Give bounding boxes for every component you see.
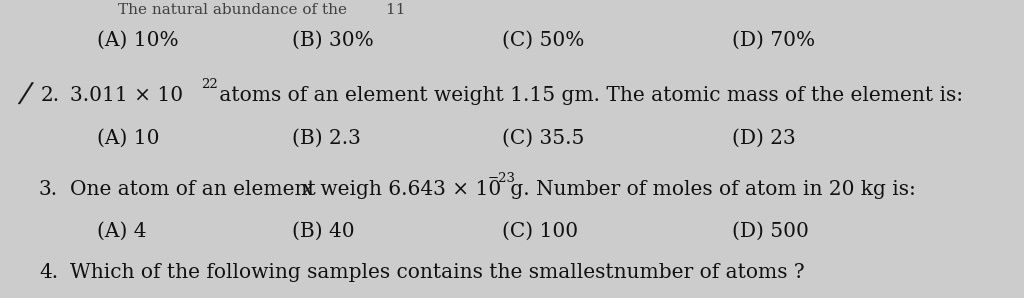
Text: Which of the following samples contains the smallestnumber of atoms ?: Which of the following samples contains … <box>70 263 804 282</box>
Text: One atom of an element: One atom of an element <box>70 180 322 199</box>
Text: weigh 6.643 × 10: weigh 6.643 × 10 <box>314 180 502 199</box>
Text: 3.: 3. <box>39 180 58 199</box>
Text: (A) 10: (A) 10 <box>97 129 160 148</box>
Text: atoms of an element weight 1.15 gm. The atomic mass of the element is:: atoms of an element weight 1.15 gm. The … <box>213 86 964 105</box>
Text: (B) 2.3: (B) 2.3 <box>292 129 360 148</box>
Text: 22: 22 <box>201 78 217 91</box>
Text: 2.: 2. <box>41 86 60 105</box>
Text: (C) 100: (C) 100 <box>502 221 578 240</box>
Text: (B) 40: (B) 40 <box>292 221 354 240</box>
Text: 3.011 × 10: 3.011 × 10 <box>70 86 182 105</box>
Text: (A) 4: (A) 4 <box>97 221 146 240</box>
Text: g. Number of moles of atom in 20 kg is:: g. Number of moles of atom in 20 kg is: <box>504 180 915 199</box>
Text: (A) 10%: (A) 10% <box>97 31 179 50</box>
Text: x: x <box>302 180 313 199</box>
Text: (C) 35.5: (C) 35.5 <box>502 129 584 148</box>
Text: (C) 50%: (C) 50% <box>502 31 584 50</box>
Text: (B) 30%: (B) 30% <box>292 31 374 50</box>
Text: The natural abundance of the        11: The natural abundance of the 11 <box>118 4 406 17</box>
Text: (D) 23: (D) 23 <box>732 129 796 148</box>
Text: /: / <box>18 81 31 109</box>
Text: (D) 70%: (D) 70% <box>732 31 815 50</box>
Text: 4.: 4. <box>39 263 58 282</box>
Text: (D) 500: (D) 500 <box>732 221 809 240</box>
Text: −23: −23 <box>487 172 515 185</box>
